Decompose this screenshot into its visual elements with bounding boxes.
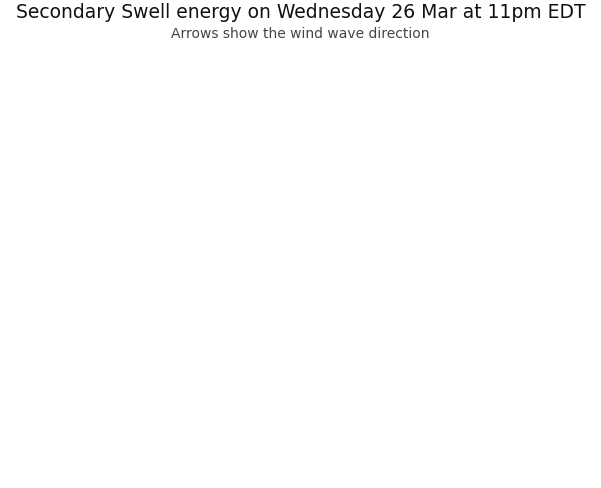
Text: Arrows show the wind wave direction: Arrows show the wind wave direction — [171, 27, 430, 41]
Text: Secondary Swell energy on Wednesday 26 Mar at 11pm EDT: Secondary Swell energy on Wednesday 26 M… — [16, 3, 585, 22]
Text: cartopy not available: cartopy not available — [213, 256, 388, 274]
